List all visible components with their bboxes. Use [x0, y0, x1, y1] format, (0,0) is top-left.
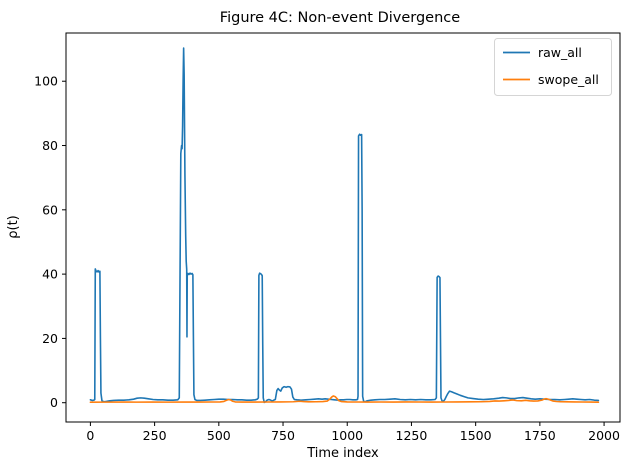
y-tick-label: 20 [42, 331, 58, 346]
legend-label-swope-all: swope_all [538, 72, 599, 87]
x-tick-label: 0 [86, 428, 94, 443]
y-tick-label: 40 [42, 267, 58, 282]
x-tick-label: 2000 [588, 428, 620, 443]
x-tick-label: 750 [271, 428, 295, 443]
axes-spines [65, 32, 621, 423]
plot-area: 0 250 500 750 1000 1250 1500 1750 2000 0 20 40 60 80 1… [34, 32, 621, 443]
x-axis-label: Time index [306, 446, 379, 461]
series-raw_all-line [89, 47, 600, 404]
y-tick-label: 60 [42, 202, 58, 217]
x-tick-label: 1250 [396, 428, 428, 443]
chart-title: Figure 4C: Non-event Divergence [220, 10, 460, 26]
y-axis-label: ρ(t) [6, 215, 21, 239]
x-tick-label: 250 [143, 428, 167, 443]
y-tick-label: 100 [34, 74, 58, 89]
legend: raw_all swope_all [494, 38, 612, 96]
series-swope_all-line [89, 395, 600, 404]
y-tick-label: 80 [42, 138, 58, 153]
x-tick-label: 1500 [460, 428, 492, 443]
y-tick-label: 0 [50, 395, 58, 410]
x-tick-label: 500 [207, 428, 231, 443]
legend-label-raw-all: raw_all [538, 45, 582, 60]
x-tick-label: 1750 [524, 428, 556, 443]
x-tick-label: 1000 [331, 428, 363, 443]
